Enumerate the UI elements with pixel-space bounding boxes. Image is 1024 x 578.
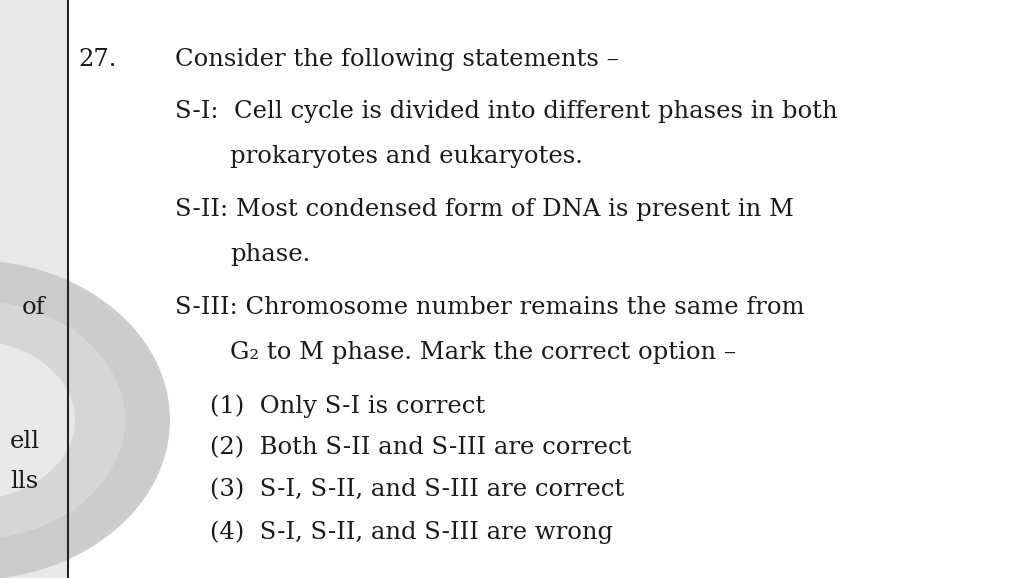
Text: (4)  S-I, S-II, and S-III are wrong: (4) S-I, S-II, and S-III are wrong bbox=[210, 520, 613, 543]
Text: prokaryotes and eukaryotes.: prokaryotes and eukaryotes. bbox=[230, 145, 583, 168]
Text: (1)  Only S-I is correct: (1) Only S-I is correct bbox=[210, 394, 485, 417]
Text: phase.: phase. bbox=[230, 243, 310, 266]
Text: (2)  Both S-II and S-III are correct: (2) Both S-II and S-III are correct bbox=[210, 436, 632, 459]
Text: ell: ell bbox=[10, 430, 40, 453]
Ellipse shape bbox=[0, 300, 125, 540]
Text: G₂ to M phase. Mark the correct option –: G₂ to M phase. Mark the correct option – bbox=[230, 341, 736, 364]
Ellipse shape bbox=[0, 340, 75, 500]
Text: S-III: Chromosome number remains the same from: S-III: Chromosome number remains the sam… bbox=[175, 296, 805, 319]
Text: S-I:  Cell cycle is divided into different phases in both: S-I: Cell cycle is divided into differen… bbox=[175, 100, 838, 123]
Ellipse shape bbox=[0, 260, 170, 578]
Text: Consider the following statements –: Consider the following statements – bbox=[175, 48, 618, 71]
Text: (3)  S-I, S-II, and S-III are correct: (3) S-I, S-II, and S-III are correct bbox=[210, 478, 625, 501]
Text: 27.: 27. bbox=[78, 48, 117, 71]
Text: of: of bbox=[22, 296, 45, 319]
Text: S-II: Most condensed form of DNA is present in M: S-II: Most condensed form of DNA is pres… bbox=[175, 198, 794, 221]
Text: lls: lls bbox=[10, 470, 38, 493]
